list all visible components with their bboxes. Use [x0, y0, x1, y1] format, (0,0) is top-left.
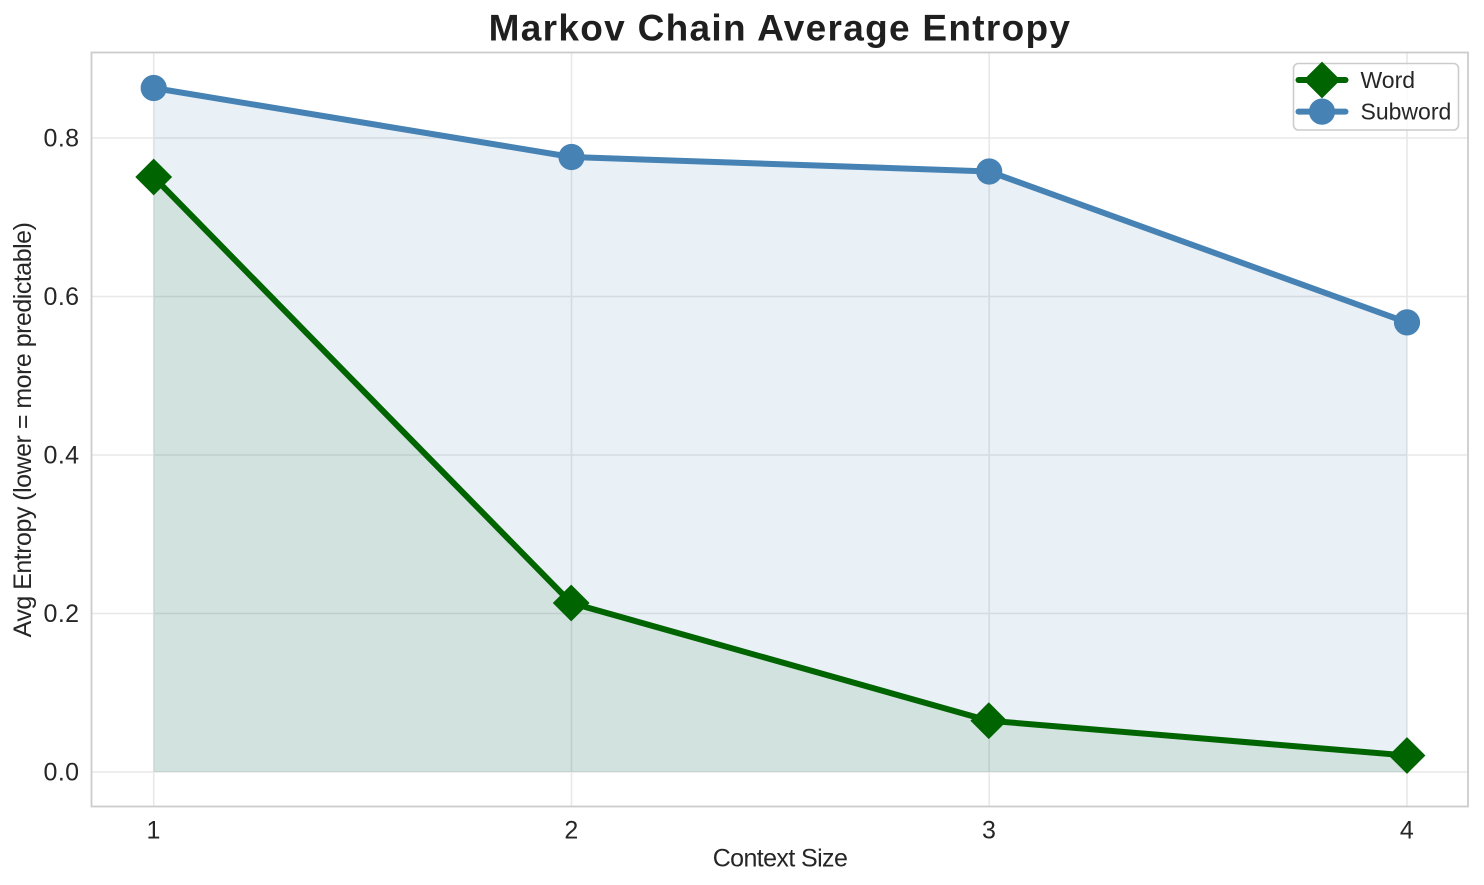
svg-text:3: 3 [982, 817, 996, 845]
svg-text:0.0: 0.0 [44, 759, 80, 787]
svg-text:0.4: 0.4 [44, 442, 80, 470]
svg-text:2: 2 [564, 817, 578, 845]
svg-text:0.2: 0.2 [44, 600, 80, 628]
svg-text:Subword: Subword [1361, 99, 1452, 125]
svg-text:Markov Chain Average Entropy: Markov Chain Average Entropy [489, 8, 1072, 49]
svg-text:0.8: 0.8 [44, 125, 80, 153]
svg-text:Word: Word [1361, 67, 1416, 93]
svg-text:0.6: 0.6 [44, 283, 80, 311]
svg-text:Context Size: Context Size [713, 845, 848, 873]
svg-text:4: 4 [1400, 817, 1414, 845]
svg-text:1: 1 [147, 817, 161, 845]
svg-text:Avg Entropy (lower = more pred: Avg Entropy (lower = more predictable) [9, 223, 37, 638]
